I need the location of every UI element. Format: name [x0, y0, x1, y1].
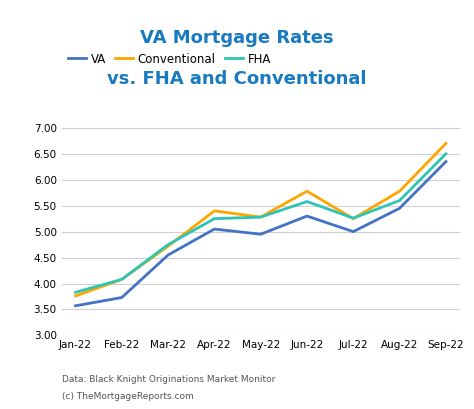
- Conventional: [119, 277, 125, 282]
- VA: [397, 206, 402, 211]
- Conventional: [258, 215, 264, 220]
- Conventional: [165, 244, 171, 249]
- Text: vs. FHA and Conventional: vs. FHA and Conventional: [107, 70, 367, 88]
- FHA: [258, 215, 264, 220]
- FHA: [304, 199, 310, 204]
- Line: VA: VA: [75, 162, 446, 306]
- VA: [73, 303, 78, 308]
- Text: Data: Black Knight Originations Market Monitor: Data: Black Knight Originations Market M…: [62, 375, 275, 384]
- VA: [258, 232, 264, 237]
- VA: [165, 252, 171, 257]
- FHA: [165, 242, 171, 247]
- FHA: [119, 277, 125, 282]
- Line: Conventional: Conventional: [75, 144, 446, 296]
- FHA: [397, 198, 402, 203]
- Line: FHA: FHA: [75, 154, 446, 292]
- Conventional: [443, 141, 449, 146]
- Conventional: [73, 294, 78, 299]
- Legend: VA, Conventional, FHA: VA, Conventional, FHA: [64, 48, 276, 70]
- Conventional: [350, 216, 356, 221]
- FHA: [443, 151, 449, 156]
- VA: [350, 229, 356, 234]
- VA: [443, 159, 449, 164]
- Conventional: [304, 189, 310, 193]
- Conventional: [211, 209, 217, 213]
- VA: [211, 227, 217, 231]
- Text: (c) TheMortgageReports.com: (c) TheMortgageReports.com: [62, 392, 193, 401]
- Conventional: [397, 189, 402, 193]
- VA: [304, 213, 310, 218]
- Text: VA Mortgage Rates: VA Mortgage Rates: [140, 29, 334, 47]
- VA: [119, 295, 125, 300]
- FHA: [73, 290, 78, 295]
- FHA: [350, 216, 356, 220]
- FHA: [211, 216, 217, 221]
